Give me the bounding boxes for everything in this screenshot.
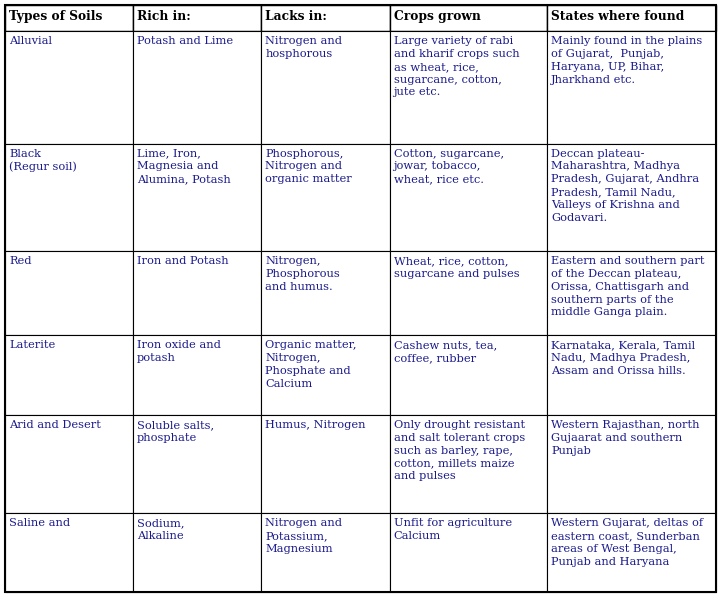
Text: Cashew nuts, tea,
coffee, rubber: Cashew nuts, tea, coffee, rubber	[394, 340, 497, 364]
Text: Wheat, rice, cotton,
sugarcane and pulses: Wheat, rice, cotton, sugarcane and pulse…	[394, 256, 519, 279]
Text: Large variety of rabi
and kharif crops such
as wheat, rice,
sugarcane, cotton,
j: Large variety of rabi and kharif crops s…	[394, 36, 519, 97]
Text: States where found: States where found	[552, 10, 685, 23]
Bar	[547, 5, 716, 31]
Text: Phosphorous,
Nitrogen and
organic matter: Phosphorous, Nitrogen and organic matter	[265, 149, 352, 184]
Bar	[389, 143, 547, 251]
Bar	[547, 415, 716, 513]
Text: Lime, Iron,
Magnesia and
Alumina, Potash: Lime, Iron, Magnesia and Alumina, Potash	[137, 149, 231, 184]
Bar	[262, 513, 389, 592]
Text: Crops grown: Crops grown	[394, 10, 480, 23]
Bar	[133, 31, 262, 143]
Bar	[5, 513, 133, 592]
Text: Humus, Nitrogen: Humus, Nitrogen	[265, 420, 366, 430]
Text: Black
(Regur soil): Black (Regur soil)	[9, 149, 77, 172]
Text: Arid and Desert: Arid and Desert	[9, 420, 101, 430]
Bar	[262, 143, 389, 251]
Bar	[133, 415, 262, 513]
Bar	[547, 251, 716, 336]
Bar	[547, 336, 716, 415]
Text: Only drought resistant
and salt tolerant crops
such as barley, rape,
cotton, mil: Only drought resistant and salt tolerant…	[394, 420, 525, 481]
Text: Unfit for agriculture
Calcium: Unfit for agriculture Calcium	[394, 518, 512, 541]
Text: Alluvial: Alluvial	[9, 36, 52, 46]
Bar	[133, 143, 262, 251]
Text: Saline and: Saline and	[9, 518, 70, 528]
Text: Red: Red	[9, 256, 32, 266]
Bar	[547, 31, 716, 143]
Bar	[389, 31, 547, 143]
Text: Mainly found in the plains
of Gujarat,  Punjab,
Haryana, UP, Bihar,
Jharkhand et: Mainly found in the plains of Gujarat, P…	[552, 36, 703, 85]
Text: Western Rajasthan, north
Gujaarat and southern
Punjab: Western Rajasthan, north Gujaarat and so…	[552, 420, 700, 456]
Text: Eastern and southern part
of the Deccan plateau,
Orissa, Chattisgarh and
souther: Eastern and southern part of the Deccan …	[552, 256, 705, 318]
Bar	[547, 143, 716, 251]
Bar	[389, 251, 547, 336]
Text: Karnataka, Kerala, Tamil
Nadu, Madhya Pradesh,
Assam and Orissa hills.: Karnataka, Kerala, Tamil Nadu, Madhya Pr…	[552, 340, 696, 376]
Text: Nitrogen,
Phosphorous
and humus.: Nitrogen, Phosphorous and humus.	[265, 256, 340, 292]
Text: Rich in:: Rich in:	[137, 10, 191, 23]
Bar	[133, 513, 262, 592]
Bar	[133, 5, 262, 31]
Bar	[5, 251, 133, 336]
Bar	[5, 415, 133, 513]
Bar	[389, 5, 547, 31]
Text: Deccan plateau-
Maharashtra, Madhya
Pradesh, Gujarat, Andhra
Pradesh, Tamil Nadu: Deccan plateau- Maharashtra, Madhya Prad…	[552, 149, 699, 223]
Bar	[262, 251, 389, 336]
Bar	[5, 31, 133, 143]
Bar	[262, 31, 389, 143]
Bar	[547, 513, 716, 592]
Text: Western Gujarat, deltas of
eastern coast, Sunderban
areas of West Bengal,
Punjab: Western Gujarat, deltas of eastern coast…	[552, 518, 704, 567]
Bar	[389, 336, 547, 415]
Text: Soluble salts,
phosphate: Soluble salts, phosphate	[137, 420, 214, 443]
Text: Cotton, sugarcane,
jowar, tobacco,
wheat, rice etc.: Cotton, sugarcane, jowar, tobacco, wheat…	[394, 149, 504, 184]
Bar	[5, 143, 133, 251]
Text: Organic matter,
Nitrogen,
Phosphate and
Calcium: Organic matter, Nitrogen, Phosphate and …	[265, 340, 357, 389]
Bar	[389, 513, 547, 592]
Text: Iron oxide and
potash: Iron oxide and potash	[137, 340, 221, 364]
Bar	[262, 5, 389, 31]
Bar	[5, 336, 133, 415]
Bar	[262, 415, 389, 513]
Bar	[389, 415, 547, 513]
Bar	[133, 336, 262, 415]
Text: Types of Soils: Types of Soils	[9, 10, 102, 23]
Bar	[262, 336, 389, 415]
Bar	[133, 251, 262, 336]
Text: Potash and Lime: Potash and Lime	[137, 36, 234, 46]
Text: Lacks in:: Lacks in:	[265, 10, 327, 23]
Text: Sodium,
Alkaline: Sodium, Alkaline	[137, 518, 185, 541]
Text: Iron and Potash: Iron and Potash	[137, 256, 229, 266]
Bar	[5, 5, 133, 31]
Text: Nitrogen and
Potassium,
Magnesium: Nitrogen and Potassium, Magnesium	[265, 518, 342, 554]
Text: Laterite: Laterite	[9, 340, 56, 350]
Text: Nitrogen and
hosphorous: Nitrogen and hosphorous	[265, 36, 342, 59]
